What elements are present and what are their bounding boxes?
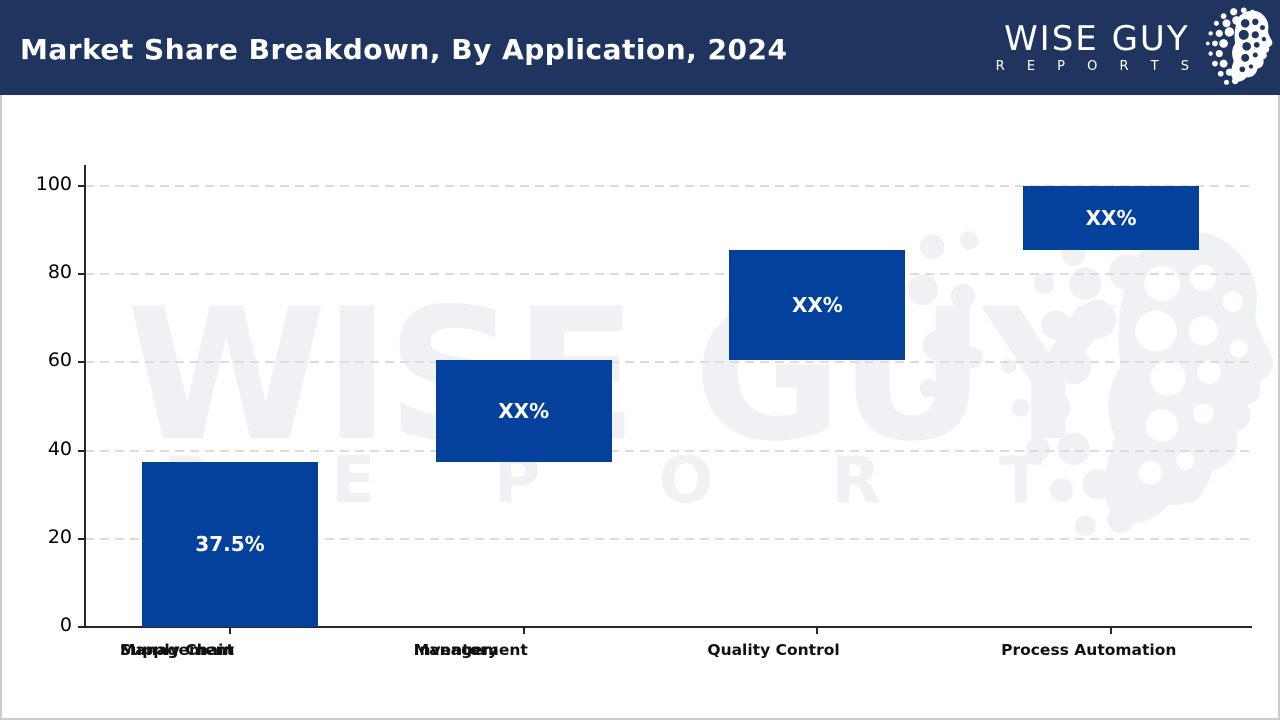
bar-3: [1023, 186, 1200, 250]
bar-2: [729, 249, 906, 361]
page-title: Market Share Breakdown, By Application, …: [20, 33, 788, 66]
x-category-label-line: Quality Control: [707, 641, 840, 659]
gridline-60: [85, 361, 1252, 364]
gridline-40: [85, 449, 1252, 452]
card-border-right: [1278, 95, 1280, 720]
x-category-label-line: Supply Chain: [120, 641, 235, 659]
bar-value-label-3: XX%: [1085, 205, 1137, 230]
y-tick-0: [78, 626, 85, 628]
header: Market Share Breakdown, By Application, …: [0, 0, 1280, 95]
watermark-dots: [907, 231, 983, 398]
x-axis-line: [84, 626, 1252, 628]
y-tick-label-0: 0: [59, 614, 72, 636]
x-tick-2: [816, 627, 819, 634]
bar-1: [435, 360, 612, 462]
bar-0: [142, 461, 318, 627]
y-tick-label-40: 40: [47, 437, 72, 460]
logo-head-icon: [1205, 6, 1273, 85]
bar-value-label-2: XX%: [791, 293, 843, 318]
gridline-20: [85, 537, 1252, 540]
y-tick-label-100: 100: [35, 173, 72, 195]
card-border-bottom: [0, 718, 1280, 720]
bar-value-label-1: XX%: [498, 398, 550, 423]
x-category-label-line: Process Automation: [1001, 641, 1177, 659]
y-tick-label-60: 60: [47, 349, 72, 372]
y-tick-80: [78, 273, 85, 276]
logo-wordmark: WISE GUY: [1004, 19, 1190, 60]
watermark-wordmark: WISE GUY: [126, 269, 1114, 481]
card-border-left: [0, 95, 2, 720]
y-axis-line: [84, 165, 86, 627]
brand-logo: WISE GUY R E P O R T S: [996, 4, 1274, 92]
bar-value-label-0: 37.5%: [195, 532, 265, 557]
x-tick-1: [522, 627, 525, 634]
x-category-label-line: Management: [413, 641, 528, 659]
brand-logo-text: WISE GUY R E P O R T S: [995, 19, 1198, 74]
x-category-label-line: Inventory: [413, 641, 498, 659]
x-category-label-line: Management: [120, 641, 235, 659]
gridline-80: [85, 273, 1252, 276]
y-tick-label-80: 80: [47, 261, 72, 284]
y-tick-label-20: 20: [47, 525, 72, 548]
watermark-head-graphic: [1001, 218, 1274, 536]
y-tick-60: [78, 361, 85, 364]
gridline-100: [85, 185, 1252, 187]
x-tick-0: [229, 627, 231, 634]
y-tick-100: [78, 185, 85, 187]
y-tick-40: [78, 449, 85, 452]
watermark-subtext: R E P O R T S: [164, 444, 1256, 518]
y-tick-20: [78, 537, 85, 540]
logo-subtext: R E P O R T S: [995, 58, 1198, 74]
x-tick-3: [1110, 627, 1113, 634]
